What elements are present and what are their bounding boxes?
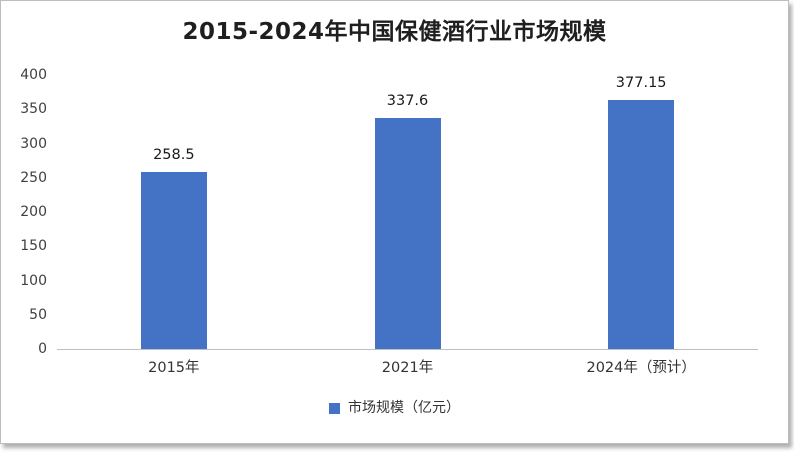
y-axis-tick-label: 200 [20, 204, 47, 220]
legend-label: 市场规模（亿元） [348, 400, 460, 416]
x-axis-category-label: 2015年 [148, 360, 200, 376]
legend-marker [329, 402, 340, 414]
y-axis-tick-label: 0 [38, 341, 47, 357]
bar-column: 258.5 [57, 75, 291, 349]
bar-value-label: 337.6 [386, 92, 429, 109]
x-axis-category-label: 2021年 [381, 360, 434, 376]
bar-value-label: 258.5 [153, 146, 195, 163]
chart-title: 2015-2024年中国保健酒行业市场规模 [182, 19, 607, 45]
y-axis-tick-label: 350 [20, 101, 47, 118]
chart-body: 0 50 100 150 200 250 300 350 400 258.5 337.6 377.1… [1, 67, 788, 378]
bar-value-label: 377.15 [615, 75, 667, 91]
chart-card: 2015-2024年中国保健酒行业市场规模 0 50 100 150 200 250 300… [0, 0, 789, 444]
y-axis-tick-label: 300 [20, 135, 47, 152]
y-axis: 0 50 100 150 200 250 300 350 400 [13, 67, 57, 357]
y-axis-tick-label: 50 [29, 306, 47, 323]
y-axis-tick-label: 250 [20, 169, 47, 186]
x-axis-labels: 2015年 2021年 2024年（预计） [57, 358, 758, 378]
legend: 市场规模（亿元） [1, 400, 788, 416]
bar [608, 100, 675, 349]
y-axis-tick-label: 150 [20, 238, 47, 255]
y-axis-tick-label: 100 [20, 272, 47, 289]
plot-area: 258.5 337.6 377.15 [57, 75, 758, 350]
bar [140, 171, 207, 349]
x-axis-category-label: 2024年（预计） [586, 360, 696, 376]
plot-wrap: 258.5 337.6 377.15 2015年 2021年 2024年（预计） [57, 75, 758, 378]
y-axis-tick-label: 400 [20, 67, 47, 83]
bar-column: 377.15 [524, 75, 758, 349]
bar-column: 337.6 [291, 75, 525, 349]
bar [374, 117, 441, 349]
